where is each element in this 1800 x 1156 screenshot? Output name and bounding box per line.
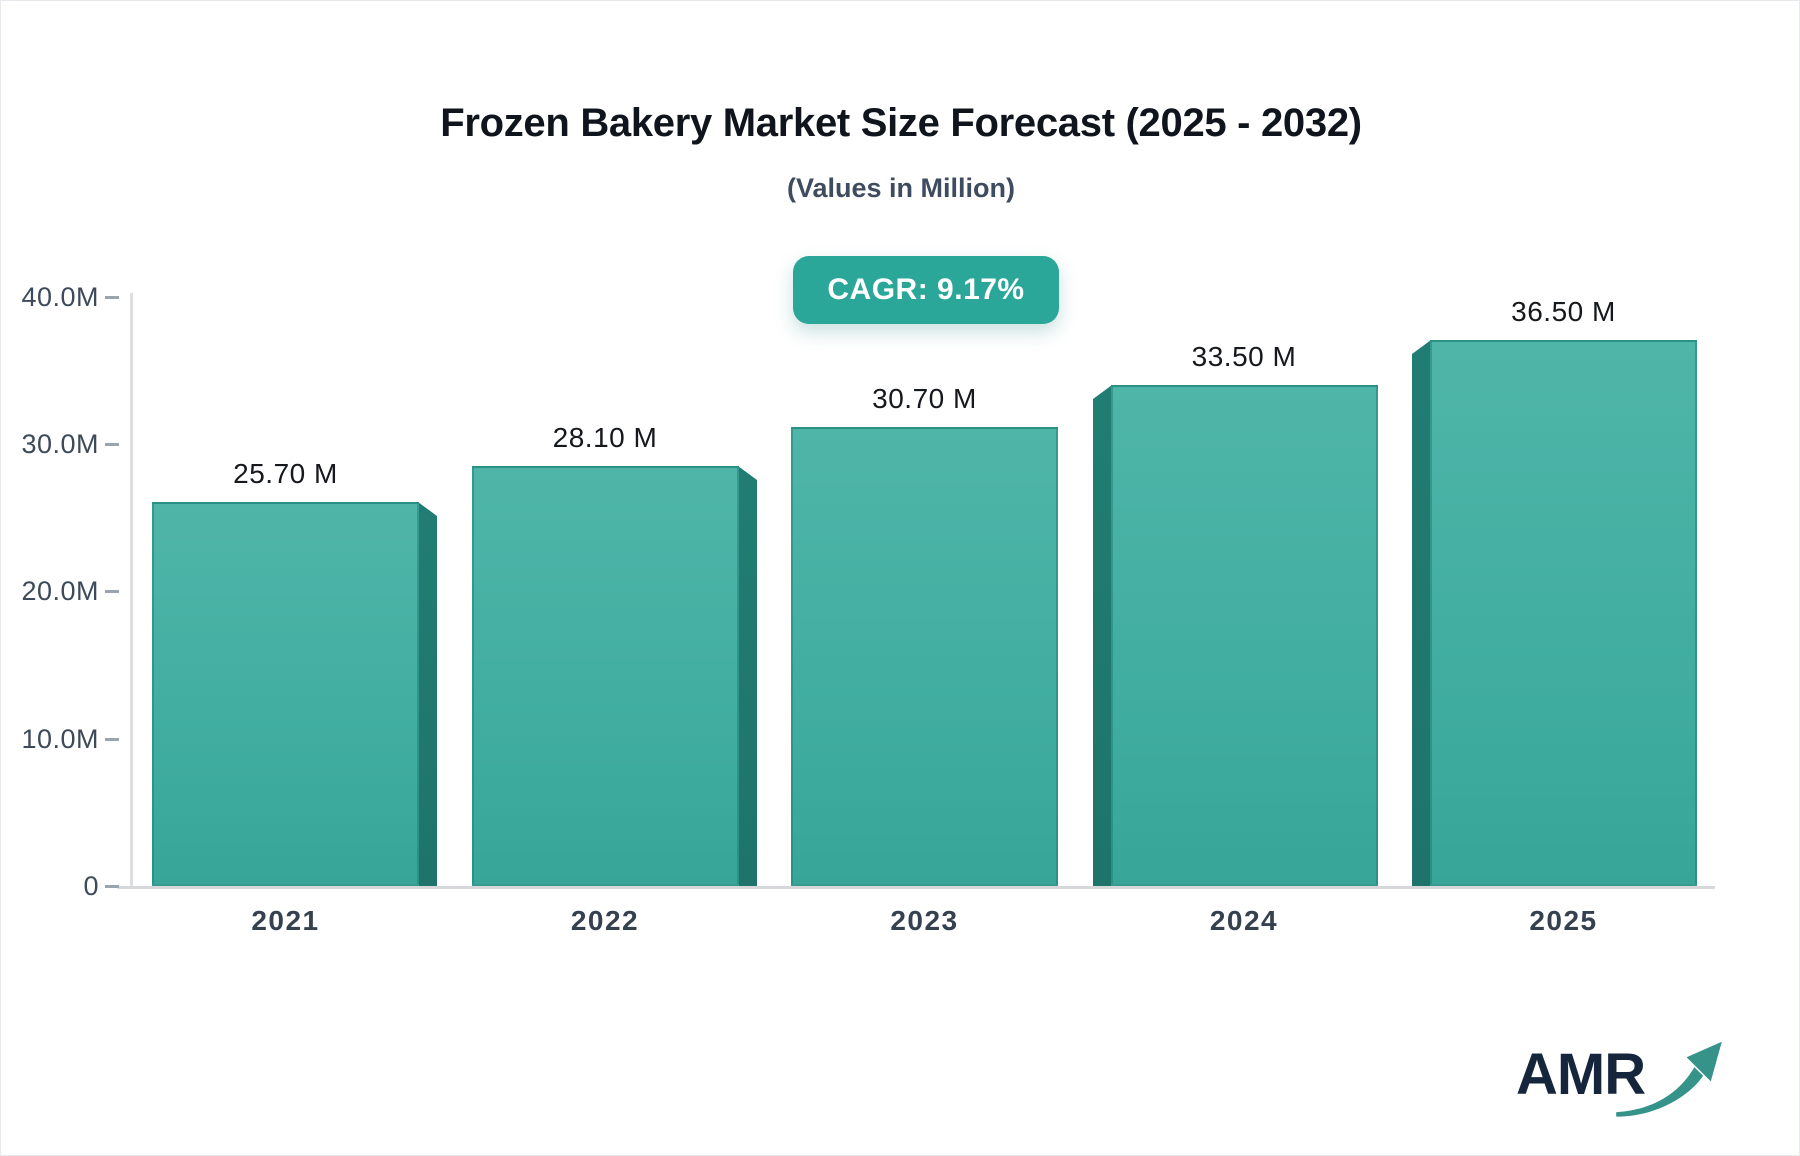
x-axis-category-label: 2023 [890,905,959,936]
x-axis-category-label: 2022 [570,905,640,936]
y-axis-tick [105,590,119,593]
bar-value-label: 30.70 M [872,383,977,414]
cagr-badge: CAGR: 9.17% [793,256,1059,324]
bar-2021[interactable] [152,502,419,886]
y-axis-line [130,293,133,888]
x-axis-category-label: 2025 [1529,905,1598,936]
cagr-badge-label: CAGR: 9.17% [827,273,1025,306]
bar-value-label: 33.50 M [1191,341,1297,372]
bar-3d-side [1093,385,1112,886]
bar-2025[interactable] [1430,340,1697,886]
y-axis-tick [105,885,119,888]
y-axis-tick-label: 30.0M [21,429,99,459]
chart-title: Frozen Bakery Market Size Forecast (2025… [440,101,1362,145]
amr-logo-text: AMR [1516,1042,1646,1107]
amr-logo: AMR [1516,1033,1736,1123]
bar-value-label: 28.10 M [552,422,658,453]
chart-subtitle: (Values in Million) [786,173,1016,203]
y-axis-tick-label: 0 [83,871,99,901]
y-axis-tick-label: 20.0M [21,576,99,606]
y-axis-tick-label: 10.0M [21,724,99,754]
x-axis-category-label: 2021 [251,905,320,936]
bar-value-label: 25.70 M [233,458,338,489]
bar-value-label: 36.50 M [1511,296,1616,327]
bar-3d-side [418,502,437,886]
bar-3d-side [1412,340,1431,886]
trend-up-arrow-icon [1616,1041,1722,1117]
y-axis-tick [105,738,119,741]
bar-3d-side [738,466,757,886]
bar-2023[interactable] [791,427,1058,886]
bar-2024[interactable] [1111,385,1378,886]
x-axis-baseline [117,886,1715,889]
y-axis-tick-label: 40.0M [21,282,99,312]
y-axis-tick [105,443,119,446]
bar-2022[interactable] [472,466,739,886]
x-axis-category-label: 2024 [1209,905,1279,936]
y-axis-tick [105,296,119,299]
